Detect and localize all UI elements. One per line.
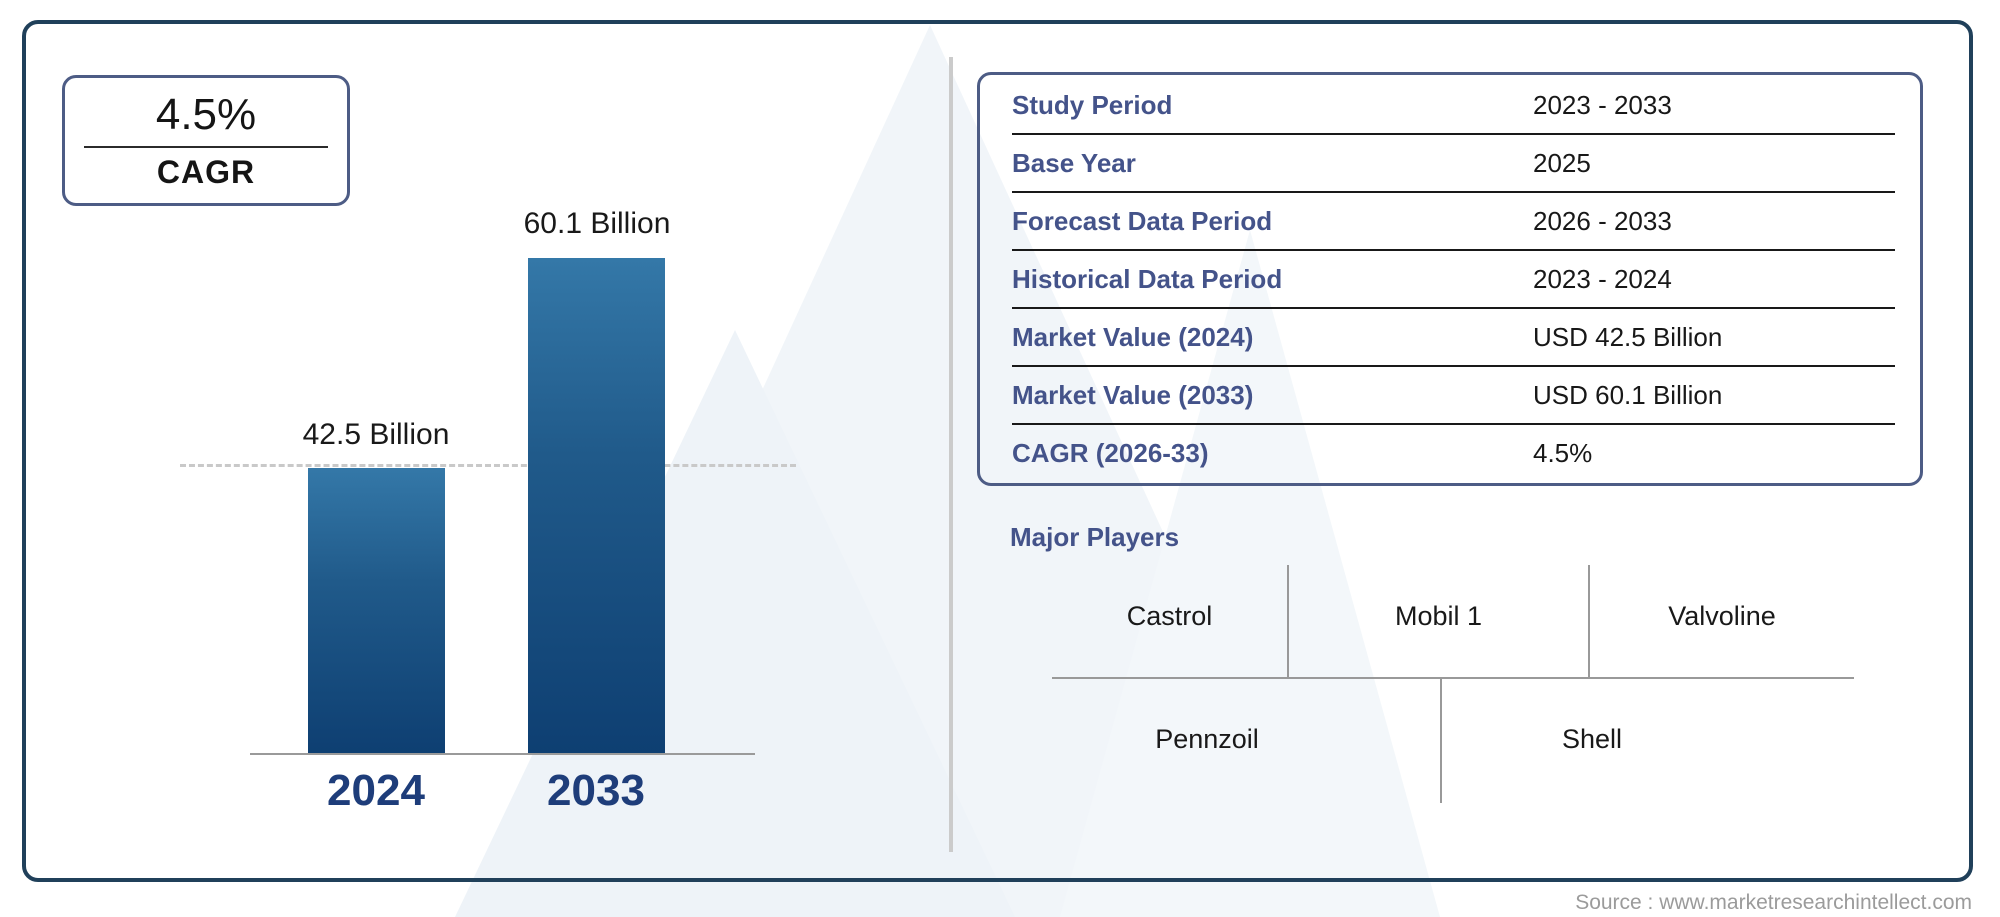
bar-value-label-2024: 42.5 Billion: [302, 418, 450, 451]
player-pennzoil: Pennzoil: [1155, 724, 1259, 754]
bar-2033: [528, 258, 665, 753]
outer-border-frame: [22, 20, 1973, 882]
row-value: USD 60.1 Billion: [1533, 379, 1723, 410]
cagr-badge: 4.5% CAGR: [62, 75, 350, 206]
players-grid-vertical-line: [1287, 565, 1289, 677]
row-label: Base Year: [1012, 147, 1136, 178]
row-value: 4.5%: [1533, 437, 1593, 468]
table-row: Market Value (2033) USD 60.1 Billion: [1012, 367, 1895, 425]
row-value: 2023 - 2033: [1533, 89, 1672, 120]
table-row: Study Period 2023 - 2033: [1012, 77, 1895, 135]
row-value: 2025: [1533, 147, 1591, 178]
row-value: 2026 - 2033: [1533, 205, 1672, 236]
row-label: Market Value (2024): [1012, 321, 1254, 352]
x-tick-label-2033: 2033: [547, 766, 645, 815]
cagr-label: CAGR: [156, 154, 256, 190]
row-label: Historical Data Period: [1012, 263, 1283, 294]
table-row: Forecast Data Period 2026 - 2033: [1012, 193, 1895, 251]
player-valvoline: Valvoline: [1668, 601, 1776, 631]
row-value: 2023 - 2024: [1533, 263, 1672, 294]
source-note: Source : www.marketresearchintellect.com: [1575, 891, 1972, 914]
player-mobil-1: Mobil 1: [1394, 601, 1483, 631]
x-axis-line: [250, 753, 755, 755]
table-row: Historical Data Period 2023 - 2024: [1012, 251, 1895, 309]
players-grid-vertical-line: [1588, 565, 1590, 677]
study-info-table: Study Period 2023 - 2033 Base Year 2025 …: [977, 72, 1923, 486]
row-label: CAGR (2026-33): [1012, 437, 1209, 468]
row-value: USD 42.5 Billion: [1533, 321, 1723, 352]
players-grid-vertical-line: [1440, 679, 1442, 803]
table-row: Base Year 2025: [1012, 135, 1895, 193]
players-grid-horizontal-line: [1052, 677, 1854, 679]
player-shell: Shell: [1561, 724, 1623, 754]
player-castrol: Castrol: [1126, 601, 1213, 631]
row-label: Study Period: [1012, 89, 1173, 120]
reference-dashed-line: [180, 464, 796, 467]
table-row: Market Value (2024) USD 42.5 Billion: [1012, 309, 1895, 367]
section-divider-line: [949, 57, 953, 852]
bar-value-label-2033: 60.1 Billion: [523, 207, 671, 240]
cagr-value: 4.5%: [155, 90, 257, 139]
row-label: Forecast Data Period: [1012, 205, 1273, 236]
row-label: Market Value (2033): [1012, 379, 1254, 410]
x-tick-label-2024: 2024: [327, 766, 425, 815]
major-players-title: Major Players: [1010, 522, 1180, 552]
bar-2024: [308, 468, 445, 753]
table-row: CAGR (2026-33) 4.5%: [1012, 425, 1895, 481]
cagr-divider-line: [84, 146, 328, 148]
